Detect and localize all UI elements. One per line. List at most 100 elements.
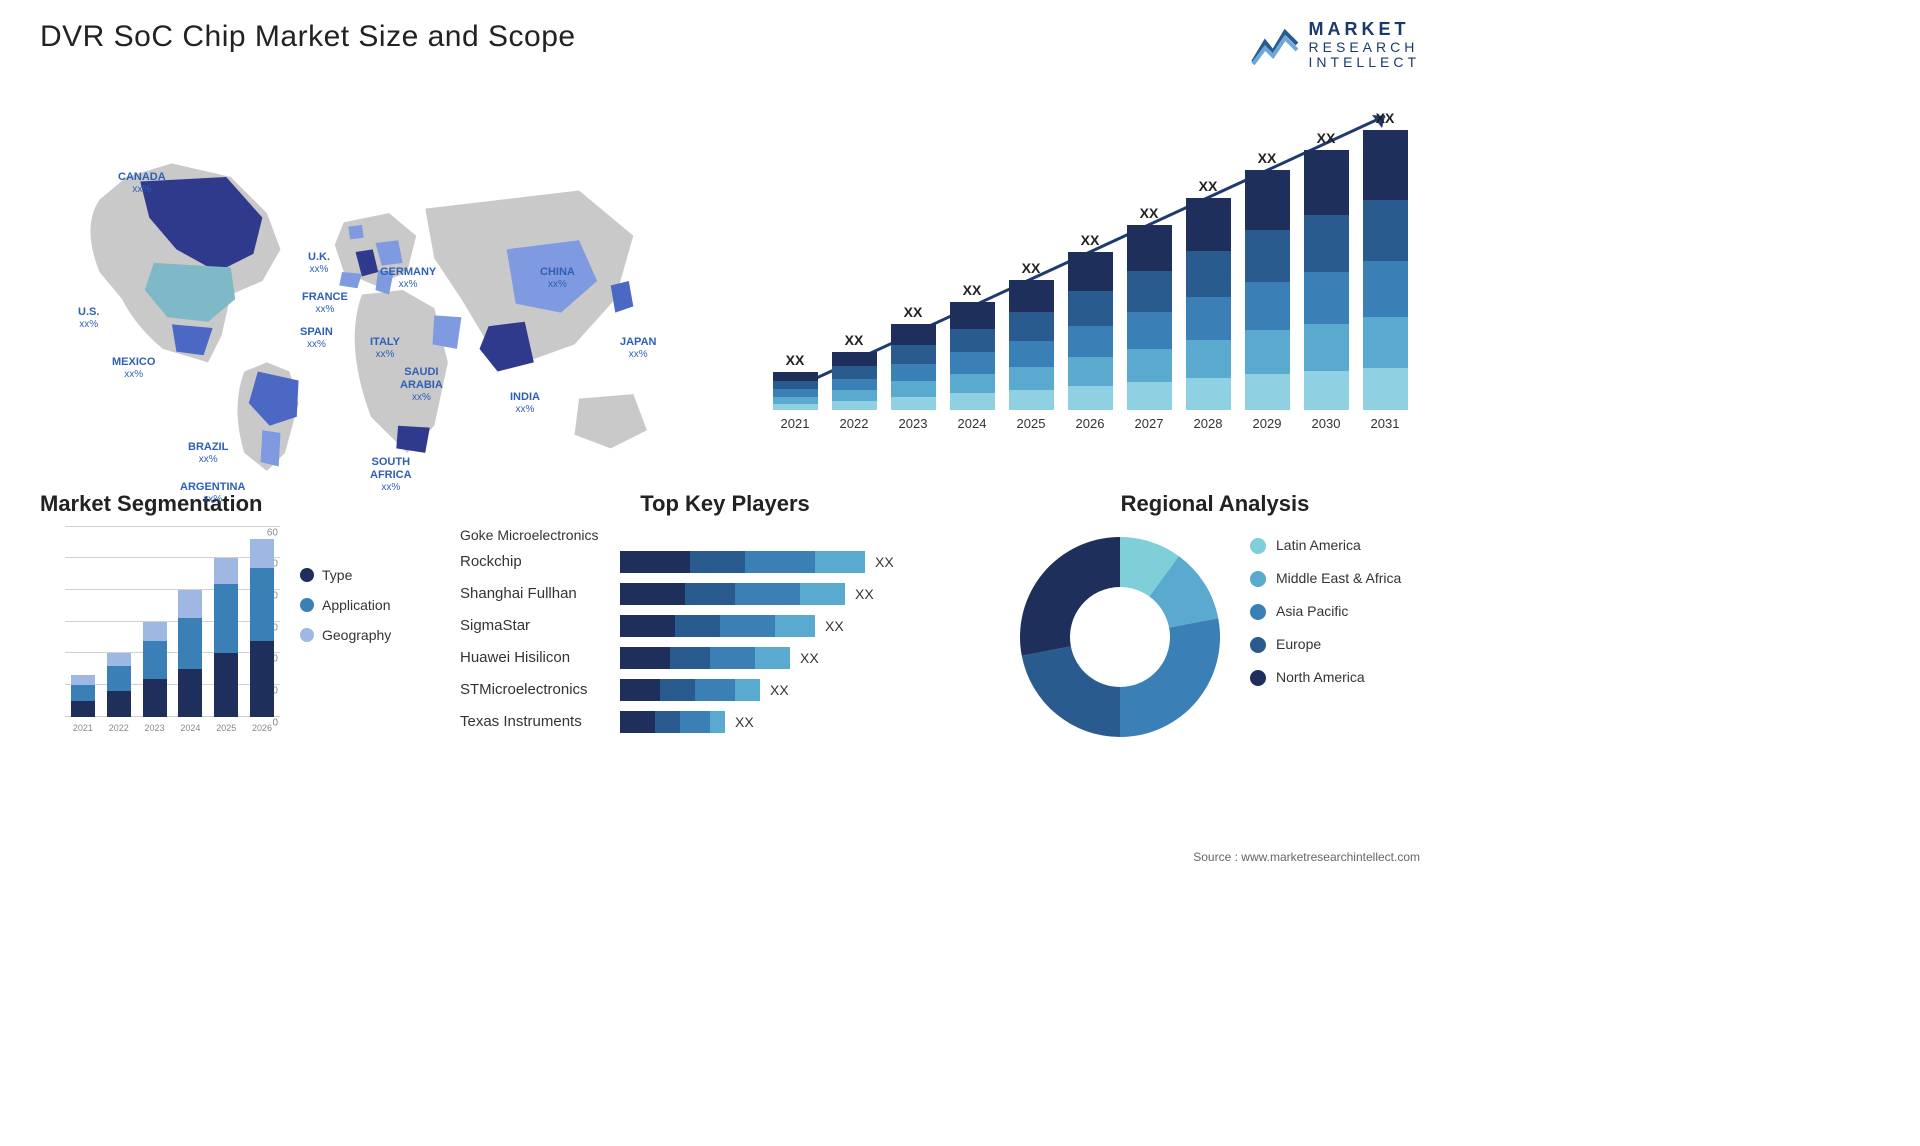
bar-segment — [832, 390, 877, 400]
region-legend-item: Asia Pacific — [1250, 603, 1401, 620]
map-label: BRAZILxx% — [188, 441, 228, 466]
bar-segment — [1186, 251, 1231, 298]
bar-segment — [1186, 297, 1231, 339]
bar-segment — [1009, 390, 1054, 410]
bar-value-label: XX — [1376, 110, 1395, 126]
player-bar-segment — [675, 615, 720, 637]
region-legend-item: Latin America — [1250, 537, 1401, 554]
bar-segment — [1127, 271, 1172, 312]
seg-bar-segment — [214, 584, 238, 654]
player-bar-segment — [735, 583, 800, 605]
bar-stack — [1304, 150, 1349, 410]
bar-segment — [1304, 272, 1349, 324]
map-label: SPAINxx% — [300, 326, 333, 351]
bar-segment — [1009, 367, 1054, 390]
bar-segment — [891, 364, 936, 381]
bar-value-label: XX — [1199, 178, 1218, 194]
bar-segment — [773, 372, 818, 382]
player-bar-segment — [655, 711, 680, 733]
map-label: ITALYxx% — [370, 336, 400, 361]
seg-year-label: 2026 — [252, 723, 272, 733]
bar-stack — [773, 372, 818, 410]
player-bar-segment — [620, 711, 655, 733]
legend-label: Middle East & Africa — [1276, 570, 1401, 587]
bar-segment — [1363, 130, 1408, 200]
seg-ytick: 0 — [272, 717, 278, 728]
bar-value-label: XX — [1258, 150, 1277, 166]
source-attribution: Source : www.marketresearchintellect.com — [1193, 850, 1420, 864]
player-bar — [620, 583, 845, 605]
bar-year-label: 2023 — [899, 416, 928, 431]
legend-dot-icon — [1250, 604, 1266, 620]
player-bar-segment — [620, 615, 675, 637]
seg-bar-segment — [250, 539, 274, 568]
bar-stack — [832, 352, 877, 410]
map-label: INDIAxx% — [510, 391, 540, 416]
bar-segment — [832, 352, 877, 367]
legend-dot-icon — [1250, 538, 1266, 554]
seg-bar-segment — [178, 669, 202, 717]
seg-legend-item: Geography — [300, 627, 391, 643]
bar-segment — [1068, 326, 1113, 358]
bar-segment — [773, 389, 818, 397]
bar-value-label: XX — [904, 304, 923, 320]
bar-segment — [1245, 282, 1290, 330]
bar-segment — [891, 397, 936, 410]
bar-segment — [1245, 330, 1290, 373]
bar-segment — [1009, 312, 1054, 341]
player-bar-segment — [720, 615, 775, 637]
players-title: Top Key Players — [460, 491, 990, 517]
seg-bar-column: 2021 — [71, 675, 95, 716]
player-row: Texas InstrumentsXX — [460, 707, 990, 737]
bar-year-label: 2031 — [1371, 416, 1400, 431]
bar-stack — [1127, 225, 1172, 410]
bar-year-label: 2030 — [1312, 416, 1341, 431]
segmentation-panel: Market Segmentation 01020304050602021202… — [40, 491, 440, 747]
bar-segment — [1127, 382, 1172, 410]
bar-segment — [1304, 215, 1349, 272]
players-panel: Top Key Players Goke Microelectronics Ro… — [460, 491, 990, 747]
seg-bar-segment — [214, 653, 238, 716]
seg-bar-segment — [178, 590, 202, 619]
bar-segment — [1245, 230, 1290, 283]
bar-segment — [950, 352, 995, 374]
bar-year-label: 2027 — [1135, 416, 1164, 431]
map-label: MEXICOxx% — [112, 356, 155, 381]
player-bar-segment — [620, 583, 685, 605]
player-row: STMicroelectronicsXX — [460, 675, 990, 705]
bar-segment — [1127, 312, 1172, 349]
seg-year-label: 2025 — [216, 723, 236, 733]
player-name: Shanghai Fullhan — [460, 585, 620, 602]
bar-segment — [1363, 261, 1408, 317]
player-bar-segment — [735, 679, 760, 701]
seg-legend-item: Type — [300, 567, 391, 583]
seg-bar-segment — [107, 691, 131, 716]
bar-year-label: 2021 — [781, 416, 810, 431]
player-bar-segment — [620, 551, 690, 573]
bar-segment — [832, 366, 877, 379]
bar-segment — [1304, 150, 1349, 215]
bar-stack — [1363, 130, 1408, 410]
seg-bar-segment — [214, 558, 238, 583]
map-label: CHINAxx% — [540, 266, 575, 291]
legend-dot-icon — [300, 568, 314, 582]
bar-segment — [1068, 252, 1113, 292]
player-bar-segment — [660, 679, 695, 701]
player-bar — [620, 679, 760, 701]
bar-segment — [773, 381, 818, 389]
donut-slice — [1022, 646, 1120, 737]
player-bar-segment — [755, 647, 790, 669]
player-bar-segment — [815, 551, 865, 573]
bar-segment — [1068, 291, 1113, 326]
bar-segment — [1186, 198, 1231, 251]
bar-segment — [1009, 341, 1054, 367]
map-label: GERMANYxx% — [380, 266, 436, 291]
regional-panel: Latin America Middle East & Africa Asia Pa… — [1010, 527, 1420, 747]
legend-dot-icon — [1250, 670, 1266, 686]
bar-segment — [1186, 378, 1231, 410]
legend-label: Type — [322, 567, 352, 583]
logo-text-3: INTELLECT — [1309, 55, 1420, 70]
main-bar-column: XX2021 — [770, 352, 820, 431]
bar-year-label: 2029 — [1253, 416, 1282, 431]
donut-slice — [1120, 618, 1220, 737]
